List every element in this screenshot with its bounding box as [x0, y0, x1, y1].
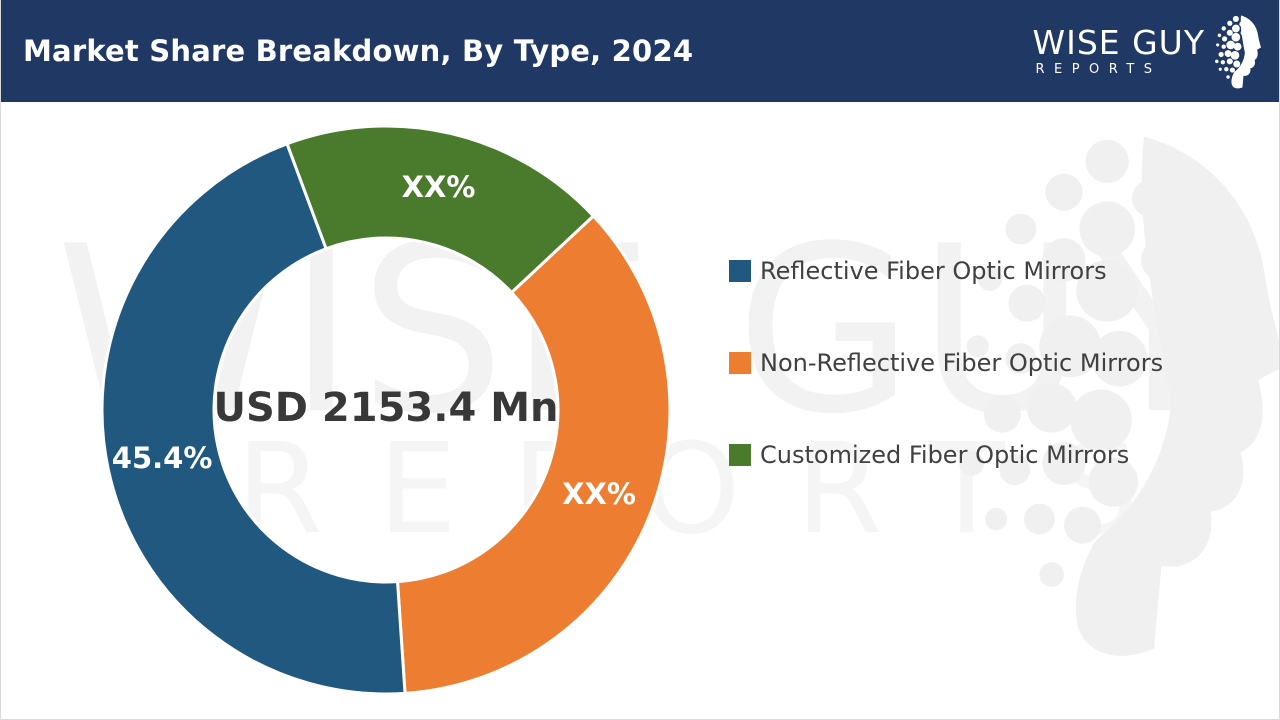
- legend-swatch: [729, 444, 751, 466]
- logo-wordmark: WISE GUY: [1032, 23, 1205, 62]
- donut-segment-0: [285, 124, 596, 295]
- wiseguy-logo: WISE GUY REPORTS: [1032, 11, 1261, 91]
- legend: Reflective Fiber Optic Mirrors Non-Reflec…: [729, 257, 1164, 536]
- legend-item: Non-Reflective Fiber Optic Mirrors: [729, 349, 1164, 377]
- legend-label: Reflective Fiber Optic Mirrors: [760, 257, 1107, 285]
- legend-item: Customized Fiber Optic Mirrors: [729, 441, 1163, 469]
- legend-swatch: [729, 352, 751, 374]
- chart-center-value: USD 2153.4 Mn: [213, 385, 559, 431]
- legend-label: Non-Reflective Fiber Optic Mirrors: [760, 349, 1164, 377]
- logo-head-icon: [1209, 11, 1261, 91]
- header-bar: Market Share Breakdown, By Type, 2024 WI…: [1, 0, 1279, 102]
- segment-label: 45.4%: [112, 441, 213, 475]
- legend-item: Reflective Fiber Optic Mirrors: [729, 257, 1163, 285]
- donut-segment-1: [395, 213, 672, 695]
- segment-label: XX%: [402, 170, 476, 204]
- donut-segment-2: [100, 141, 407, 696]
- watermark-subtext: REPORTS: [236, 417, 1195, 562]
- legend-label: Customized Fiber Optic Mirrors: [760, 441, 1130, 469]
- page-title: Market Share Breakdown, By Type, 2024: [23, 34, 694, 68]
- legend-swatch: [729, 260, 751, 282]
- logo-subtext: REPORTS: [1035, 62, 1162, 77]
- segment-label: XX%: [562, 477, 636, 511]
